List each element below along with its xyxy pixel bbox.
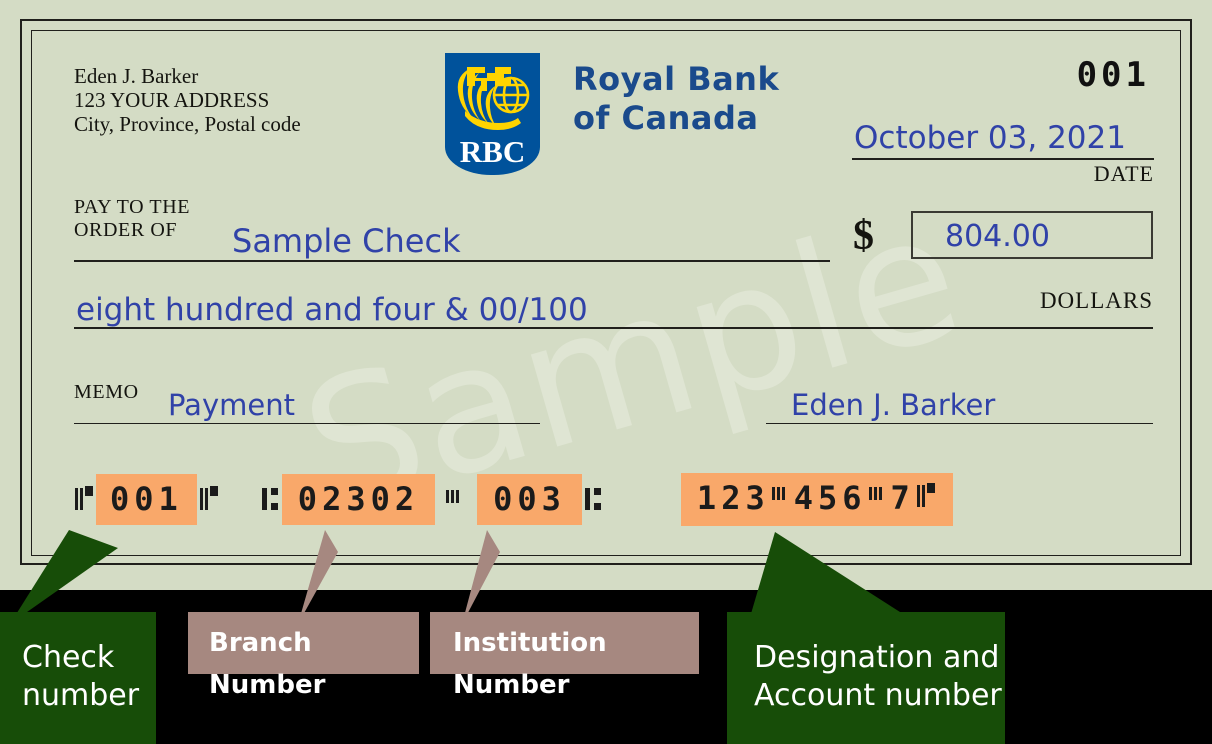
pay-to-order-label: PAY TO THE ORDER OF <box>74 196 190 242</box>
arrow-check-number <box>10 530 118 624</box>
callout-check-number-label: Check number <box>22 640 140 713</box>
micr-dash-symbol <box>443 478 469 520</box>
rbc-wordmark: Royal Bank of Canada <box>573 60 779 138</box>
amount-words-value[interactable]: eight hundred and four & 00/100 <box>76 292 588 328</box>
micr-dash-symbol-2 <box>771 481 792 519</box>
date-rule <box>852 158 1154 160</box>
micr-onus-symbol-end <box>916 481 935 519</box>
rbc-wordmark-line1: Royal Bank <box>573 60 780 98</box>
callout-account-number: Designation and Account number <box>727 612 1005 744</box>
memo-label: MEMO <box>74 381 139 403</box>
date-field-group: October 03, 2021 DATE <box>852 120 1154 187</box>
pay-to-order-label-line1: PAY TO THE <box>74 196 191 218</box>
micr-line: 001 02302 003 123 456 7 <box>72 472 953 526</box>
callout-account-number-label: Designation and Account number <box>754 640 1002 713</box>
amount-box[interactable] <box>911 211 1153 259</box>
currency-symbol: $ <box>853 213 874 259</box>
check-number-printed: 001 <box>1076 55 1150 95</box>
micr-onus-symbol-right <box>197 478 221 520</box>
check-document: Sample Eden J. Barker 123 YOUR ADDRESS C… <box>0 0 1212 590</box>
callout-institution-number-label: Institution Number <box>453 628 607 700</box>
date-value[interactable]: October 03, 2021 <box>854 120 1126 156</box>
arrow-institution-number <box>462 530 500 624</box>
micr-branch-number: 02302 <box>281 473 436 525</box>
rbc-logo: RBC Royal Bank of Canada <box>445 53 779 175</box>
arrow-account-number <box>748 532 900 624</box>
micr-account-number: 123 456 7 <box>680 472 953 526</box>
callout-arrows <box>10 530 900 624</box>
micr-account-part1: 123 <box>696 478 770 517</box>
payee-value[interactable]: Sample Check <box>232 222 461 260</box>
micr-onus-symbol-left <box>72 478 96 520</box>
amount-words-rule <box>74 327 1153 329</box>
signature-value[interactable]: Eden J. Barker <box>791 388 996 422</box>
amount-numeric-value[interactable]: 804.00 <box>945 219 1050 254</box>
rbc-wordmark-line2: of Canada <box>573 99 759 137</box>
rbc-lion-globe-icon <box>457 67 530 130</box>
micr-transit-symbol-right <box>582 478 605 520</box>
callout-institution-number: Institution Number <box>430 612 699 700</box>
check-outer-border <box>20 19 1192 565</box>
callout-branch-number: Branch Number <box>188 612 419 700</box>
micr-account-part3: 7 <box>890 478 915 517</box>
pay-to-order-label-line2: ORDER OF <box>74 219 178 241</box>
check-inner-border <box>31 30 1181 556</box>
payer-name: Eden J. Barker <box>74 64 199 88</box>
micr-dash-symbol-3 <box>868 481 889 519</box>
micr-transit-symbol-left <box>259 478 282 520</box>
rbc-shield-icon: RBC <box>445 53 540 175</box>
micr-institution-number: 003 <box>477 473 582 525</box>
dollars-label: DOLLARS <box>1039 288 1153 313</box>
arrow-branch-number <box>298 530 338 624</box>
payer-address-block: Eden J. Barker 123 YOUR ADDRESS City, Pr… <box>74 64 301 136</box>
date-label: DATE <box>1093 161 1154 186</box>
callout-check-number: Check number <box>0 612 156 744</box>
signature-rule <box>766 423 1153 424</box>
payer-address-line2: City, Province, Postal code <box>74 112 301 136</box>
callout-branch-number-label: Branch Number <box>209 628 326 700</box>
micr-account-part2: 456 <box>793 478 867 517</box>
payee-rule <box>74 260 830 262</box>
memo-rule <box>74 423 540 424</box>
rbc-shield-label: RBC <box>459 134 526 169</box>
memo-value[interactable]: Payment <box>168 388 295 422</box>
micr-check-number: 001 <box>96 473 197 525</box>
payer-address-line1: 123 YOUR ADDRESS <box>74 88 270 112</box>
